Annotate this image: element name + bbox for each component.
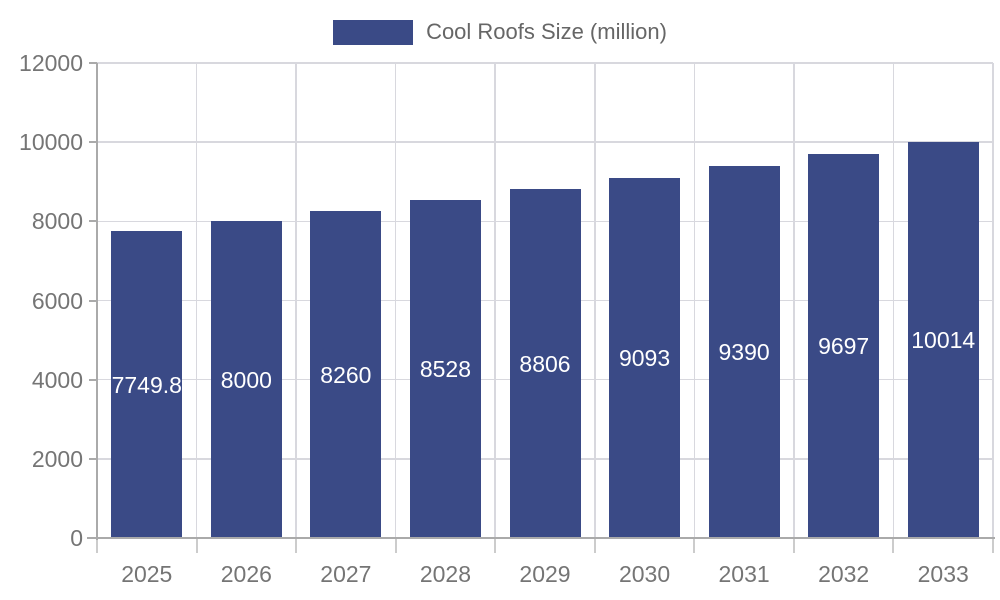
x-axis-tick [693,538,696,553]
legend-swatch [333,19,414,45]
x-axis-tick [593,538,596,553]
x-tick-label: 2026 [220,561,272,587]
x-tick-label: 2029 [519,561,571,587]
bar [310,211,382,538]
x-tick-label: 2025 [121,561,173,587]
bar [509,189,581,538]
x-tick-label: 2027 [320,561,372,587]
x-axis-tick [494,538,497,553]
x-axis-tick [892,538,895,553]
bar [808,154,880,538]
y-axis-tick [89,220,97,223]
x-axis-tick [195,538,198,553]
x-axis-tick [992,538,994,553]
bar [609,178,681,538]
legend-item[interactable]: Cool Roofs Size (million) [333,19,667,45]
bar-value-label: 7749.8 [111,371,182,398]
bar-value-label: 9390 [718,339,770,366]
gridline-h [97,141,993,143]
x-axis-line [87,537,995,539]
y-tick-label: 8000 [31,208,83,235]
y-axis-tick [89,141,97,144]
legend-label: Cool Roofs Size (million) [426,19,667,44]
bar-value-label: 10014 [911,326,976,353]
x-tick-label: 2028 [419,561,472,587]
gridline-h [97,62,993,64]
x-tick-label: 2031 [718,561,770,587]
bar [111,231,183,538]
bar-value-label: 8806 [519,350,571,377]
legend: Cool Roofs Size (million) [0,19,1000,45]
x-tick-label: 2030 [618,561,671,587]
y-tick-label: 0 [70,525,83,551]
y-axis-line [95,63,98,540]
x-axis-tick [295,538,298,553]
x-axis-tick [792,538,795,553]
y-tick-label: 12000 [19,50,83,76]
y-axis-tick [89,378,97,381]
gridline-v [992,63,994,538]
bar [210,221,282,538]
y-tick-label: 6000 [31,287,83,314]
bar-value-label: 9093 [618,345,671,372]
y-tick-label: 4000 [31,366,83,393]
bar [409,200,481,538]
y-axis-tick [89,299,97,302]
x-tick-label: 2032 [818,561,870,587]
y-tick-label: 2000 [31,445,83,472]
x-axis-tick [96,538,98,553]
x-tick-label: 2033 [917,561,969,587]
bar [907,141,979,538]
bar-value-label: 8000 [220,366,272,393]
y-axis-tick [89,62,97,64]
bar-value-label: 9697 [818,333,870,360]
bar-value-label: 8260 [320,361,372,388]
y-tick-label: 10000 [19,129,83,156]
bar-value-label: 8528 [419,356,472,383]
x-axis-tick [394,538,397,553]
bar [708,166,780,538]
y-axis-tick [89,457,97,460]
